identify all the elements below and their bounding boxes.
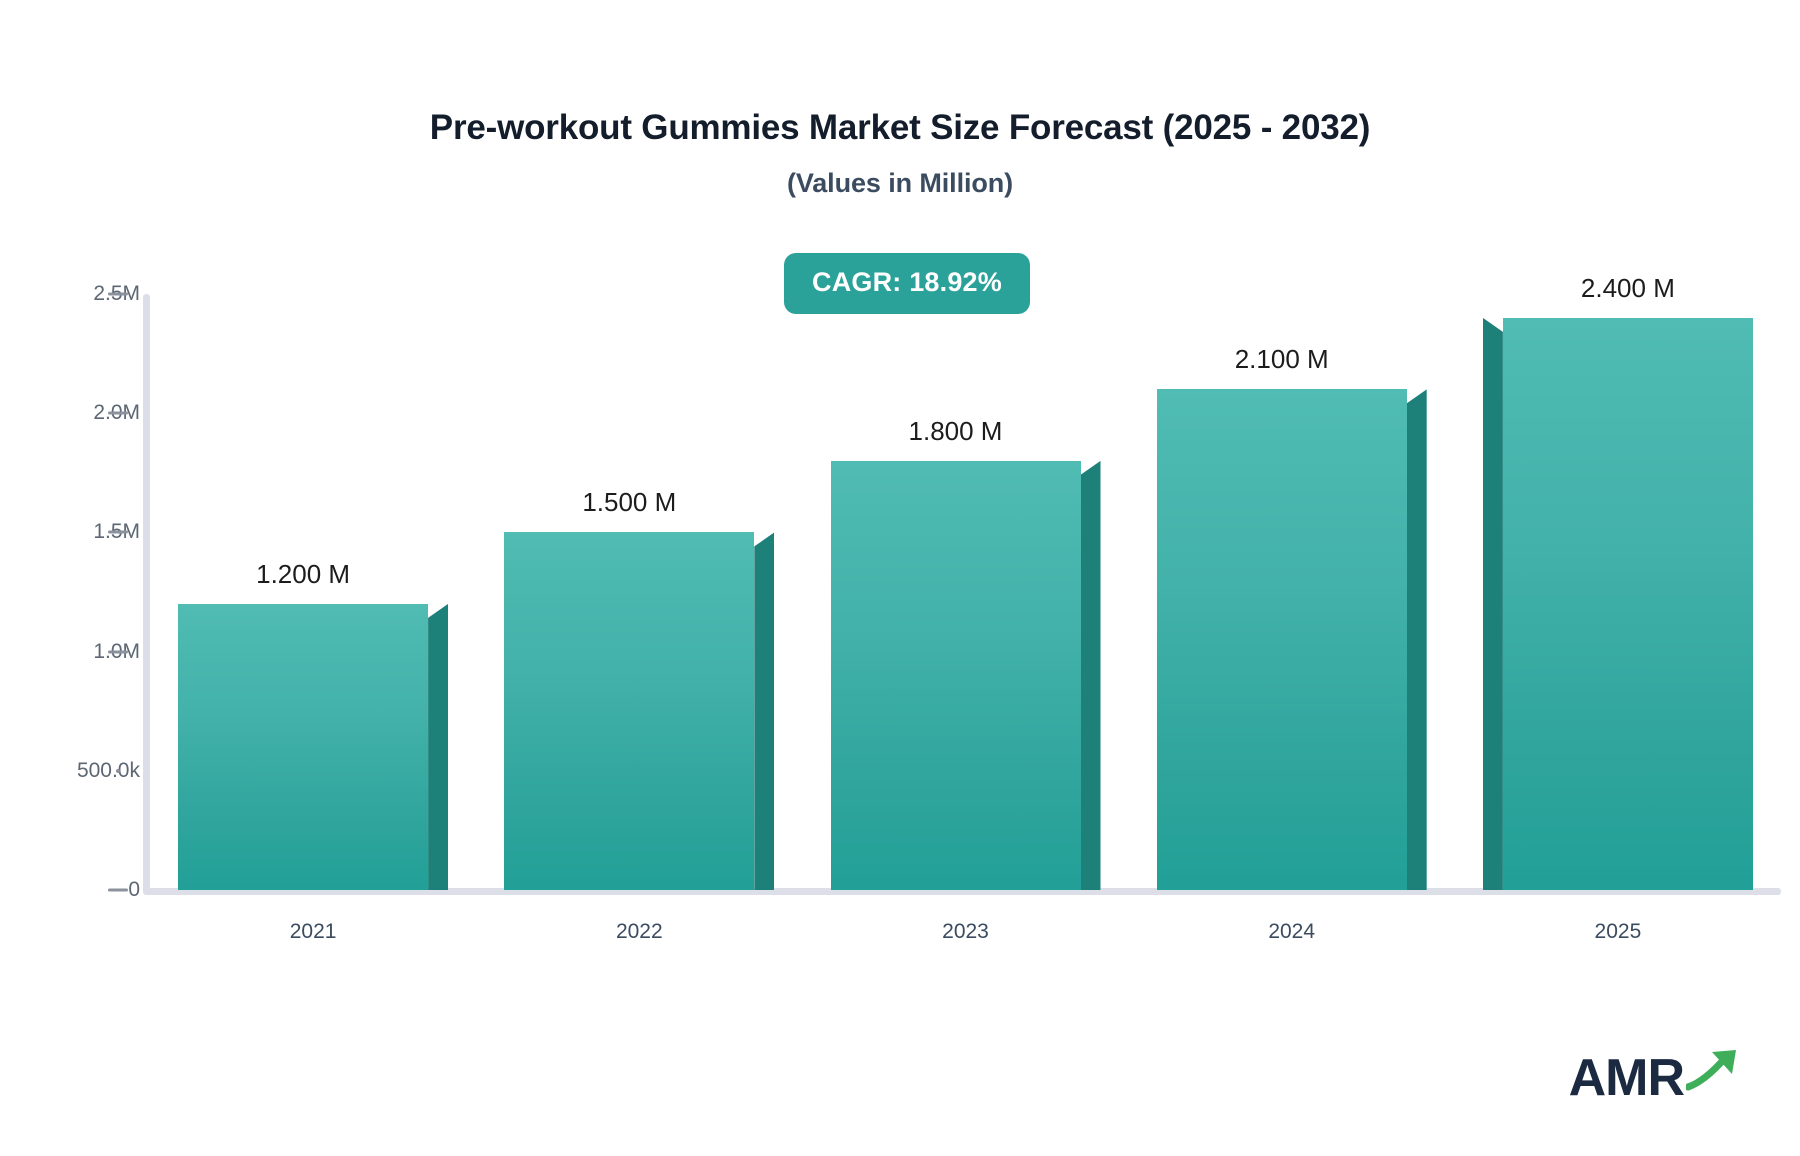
bar-side-face bbox=[1482, 317, 1503, 890]
amr-logo-text: AMR bbox=[1568, 1049, 1685, 1107]
x-axis-line bbox=[143, 888, 1781, 895]
bar-2024[interactable]: 2.100 M bbox=[1156, 344, 1427, 890]
bar-front-face bbox=[1156, 389, 1407, 890]
bar-side-face bbox=[754, 532, 775, 890]
bar-value-label: 1.500 M bbox=[582, 487, 677, 518]
x-tick-label: 2022 bbox=[615, 920, 663, 943]
bar-2025[interactable]: 2.400 M bbox=[1482, 273, 1753, 890]
x-tick-label: 2021 bbox=[289, 920, 337, 943]
bar-2021[interactable]: 1.200 M bbox=[178, 559, 449, 890]
bar-2022[interactable]: 1.500 M bbox=[504, 487, 775, 890]
page-title: Pre-workout Gummies Market Size Forecast… bbox=[429, 108, 1371, 147]
y-tick-label: 500.0k bbox=[76, 758, 140, 782]
y-tick-mark bbox=[108, 292, 128, 296]
bar-2023[interactable]: 1.800 M bbox=[830, 416, 1101, 890]
chart-subtitle: (Values in Million) bbox=[786, 168, 1014, 199]
bar-side-face bbox=[428, 603, 449, 890]
bar-side-face bbox=[1406, 389, 1427, 890]
x-tick-label: 2023 bbox=[942, 920, 989, 943]
bar-front-face bbox=[504, 532, 755, 890]
bar-front-face bbox=[178, 603, 429, 890]
y-tick-label: 0 bbox=[128, 878, 140, 901]
growth-arrow-icon bbox=[1684, 1047, 1744, 1098]
x-tick-label: 2025 bbox=[1594, 920, 1642, 943]
title-block: Pre-workout Gummies Market Size Forecast… bbox=[0, 108, 1800, 199]
x-tick-label: 2024 bbox=[1268, 920, 1316, 943]
bar-value-label: 2.100 M bbox=[1234, 344, 1329, 375]
bar-value-label: 1.800 M bbox=[908, 415, 1003, 446]
y-tick-mark bbox=[108, 888, 128, 892]
bar-front-face bbox=[830, 460, 1081, 890]
bar-value-label: 1.200 M bbox=[256, 558, 351, 589]
y-tick-mark bbox=[108, 411, 128, 415]
y-tick-mark bbox=[108, 530, 128, 534]
y-tick-mark bbox=[108, 650, 128, 654]
y-tick-mark bbox=[116, 768, 120, 773]
amr-logo: AMR bbox=[1569, 1047, 1744, 1104]
cagr-badge: CAGR: 18.92% bbox=[784, 253, 1030, 314]
bar-side-face bbox=[1080, 460, 1101, 890]
bar-value-label: 2.400 M bbox=[1580, 272, 1675, 303]
bar-front-face bbox=[1502, 317, 1753, 890]
y-axis-line bbox=[143, 294, 150, 894]
